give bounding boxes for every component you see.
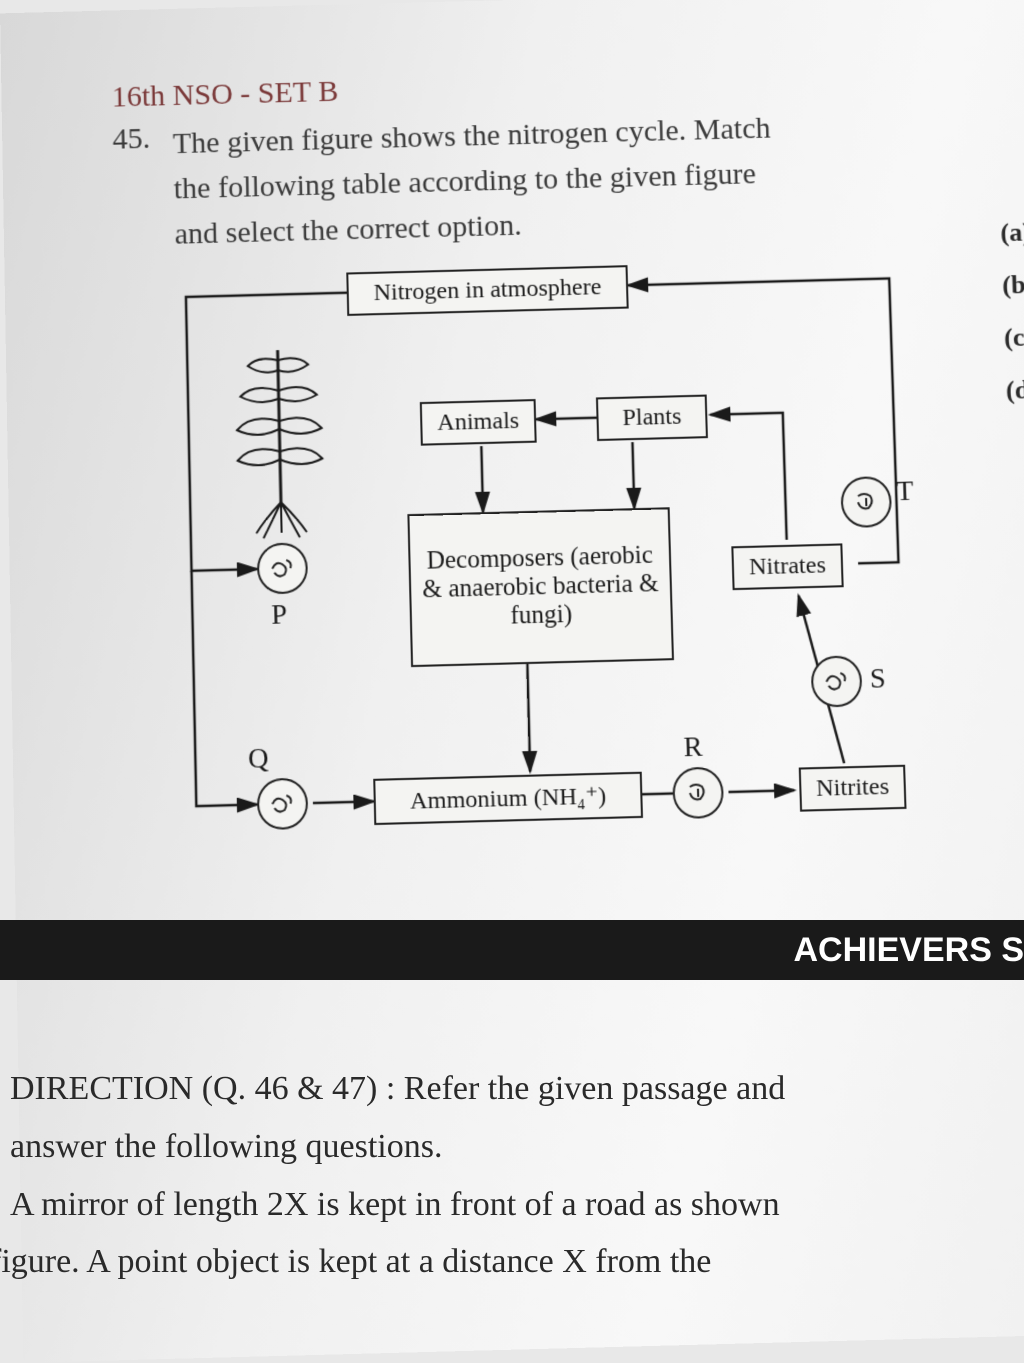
node-animals: Animals <box>420 399 537 446</box>
node-decomposers: Decomposers (aerobic & anaerobic bacteri… <box>407 507 674 667</box>
node-ammonium: Ammonium (NH₄⁺) <box>373 772 643 825</box>
node-nitrates: Nitrates <box>731 543 843 590</box>
bacteria-s-icon <box>810 655 862 707</box>
answer-options: (a) (b) (c) (d) <box>1000 217 1024 428</box>
option-a[interactable]: (a) <box>1000 217 1024 248</box>
node-nitrites: Nitrites <box>799 765 907 812</box>
direction-text2: answer the following questions. <box>10 1128 443 1165</box>
question-row: 45. The given figure shows the nitrogen … <box>112 100 992 259</box>
option-b[interactable]: (b) <box>1002 270 1024 301</box>
direction-text4: figure. A point object is kept at a dist… <box>0 1243 711 1280</box>
direction-text3: A mirror of length 2X is kept in front o… <box>10 1186 780 1223</box>
label-q: Q <box>248 743 269 776</box>
achievers-section-bar: ACHIEVERS S <box>0 920 1024 980</box>
plant-icon <box>207 318 353 555</box>
label-s: S <box>869 663 886 696</box>
bacteria-p-icon <box>257 542 309 594</box>
label-p: P <box>271 599 287 632</box>
question-text: The given figure shows the nitrogen cycl… <box>172 105 797 257</box>
label-t: T <box>896 475 914 508</box>
option-c[interactable]: (c) <box>1004 322 1024 353</box>
direction-title: DIRECTION (Q. 46 & 47) : <box>10 1070 395 1107</box>
question-number: 45. <box>112 121 175 258</box>
nitrogen-cycle-diagram: Nitrogen in atmosphere Animals Plants De… <box>145 248 928 880</box>
node-plants: Plants <box>596 395 708 442</box>
direction-passage: DIRECTION (Q. 46 & 47) : Refer the given… <box>10 1060 964 1291</box>
direction-text1: Refer the given passage and <box>395 1070 785 1107</box>
label-r: R <box>683 731 703 764</box>
option-d[interactable]: (d) <box>1005 375 1024 406</box>
node-atmosphere: Nitrogen in atmosphere <box>346 265 628 316</box>
bacteria-q-icon <box>257 777 309 830</box>
bacteria-r-icon <box>672 766 724 819</box>
bacteria-t-icon <box>840 476 892 528</box>
